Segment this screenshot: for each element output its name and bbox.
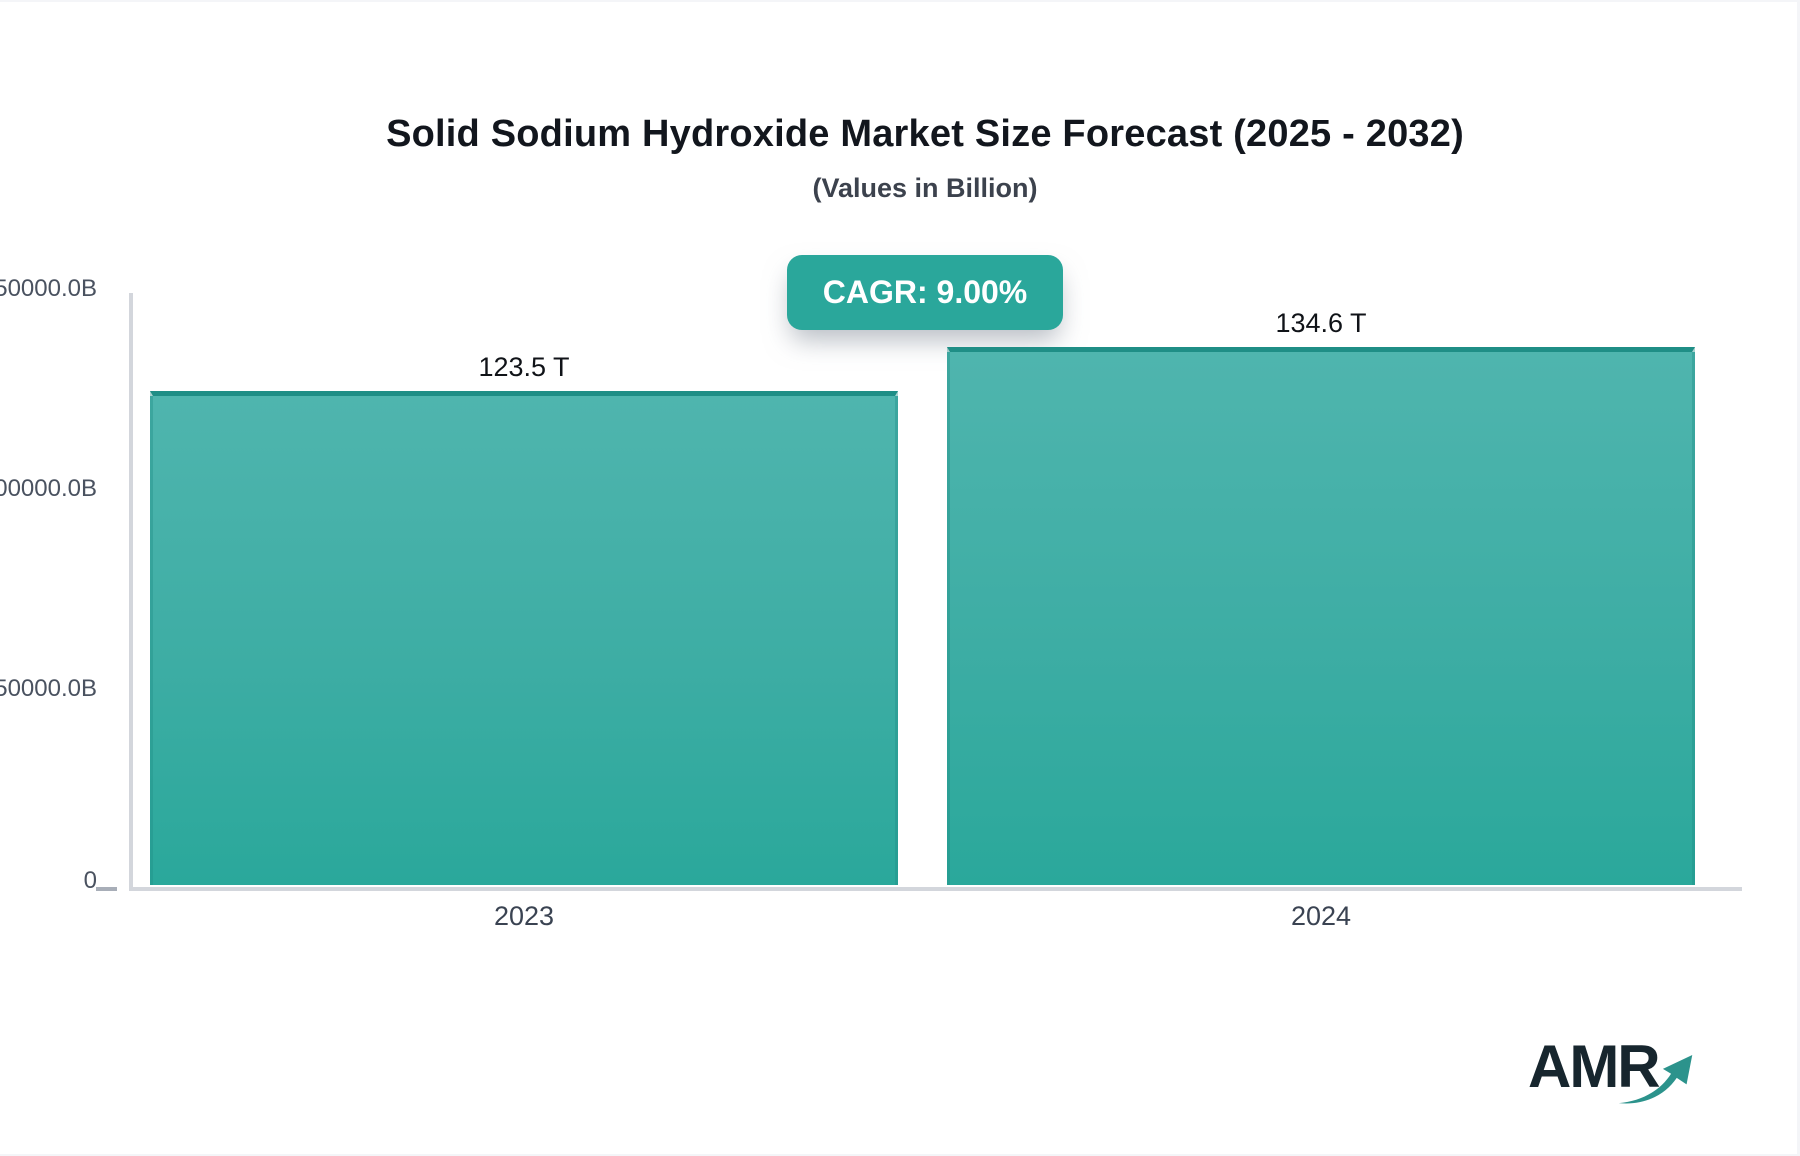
bar-value-label-2024: 134.6 T bbox=[1275, 307, 1367, 338]
bar-2024 bbox=[947, 346, 1695, 885]
x-axis-label-2024: 2024 bbox=[1290, 901, 1352, 931]
y-axis-line bbox=[129, 293, 133, 891]
cagr-badge-row: CAGR: 9.00% bbox=[0, 255, 1800, 330]
x-axis-label-2023: 2023 bbox=[493, 901, 555, 931]
amr-logo-text: AMR bbox=[1528, 1033, 1661, 1100]
y-tick-label: 150000.0B bbox=[0, 275, 97, 302]
cagr-badge: CAGR: 9.00% bbox=[786, 255, 1064, 330]
bar-value-label-2023: 123.5 T bbox=[478, 352, 570, 382]
chart-subtitle: (Values in Billion) bbox=[812, 173, 1038, 203]
y-tick-label: 0 bbox=[83, 867, 97, 894]
bar-2023 bbox=[150, 391, 898, 885]
page-title: Solid Sodium Hydroxide Market Size Forec… bbox=[386, 113, 1464, 155]
y-tick-label: 100000.0B bbox=[0, 475, 97, 502]
trending-up-arrow-icon bbox=[1618, 1054, 1693, 1104]
amr-logo: AMR bbox=[1528, 1030, 1713, 1114]
y-axis-zero-tick bbox=[96, 887, 117, 891]
y-tick-label: 50000.0B bbox=[0, 675, 97, 702]
x-axis-line bbox=[129, 887, 1742, 891]
